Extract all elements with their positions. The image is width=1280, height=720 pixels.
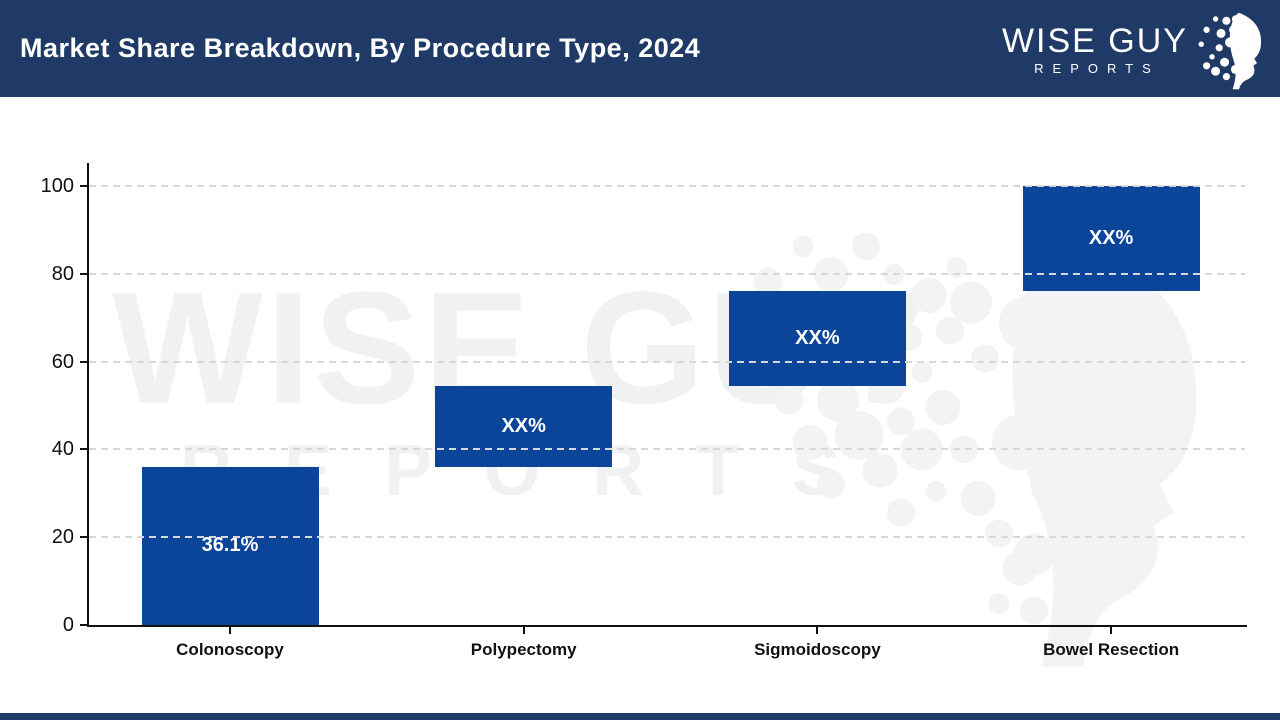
gridline-100 — [89, 185, 1245, 187]
x-tick-mark — [522, 627, 525, 634]
x-tick-mark — [1110, 627, 1113, 634]
footer-bar — [0, 713, 1280, 720]
brand-face-icon — [1198, 12, 1262, 89]
brand-name: WISE GUY — [1001, 21, 1188, 60]
x-category-label: Bowel Resection — [1043, 640, 1180, 659]
y-tick-mark — [80, 536, 87, 539]
x-axis-line — [87, 625, 1247, 627]
x-category-label: Polypectomy — [470, 640, 577, 659]
brand-logo-text: WISE GUY REPORTS — [1001, 21, 1188, 77]
x-tick-mark — [229, 627, 231, 634]
x-category-label: Colonoscopy — [176, 640, 284, 659]
brand-subname: REPORTS — [1034, 61, 1160, 77]
bar-value-label: 36.1% — [201, 534, 259, 557]
bar-value-label: XX% — [795, 327, 840, 350]
x-tick-mark — [816, 627, 819, 634]
y-tick-mark — [80, 448, 87, 451]
y-tick-label: 60 — [51, 350, 74, 373]
y-tick-label: 100 — [40, 175, 74, 197]
y-tick-label: 20 — [51, 526, 74, 549]
y-tick-mark — [80, 272, 87, 275]
y-tick-label: 40 — [51, 438, 74, 461]
gridline-60 — [89, 360, 1245, 363]
bar-value-label: XX% — [1088, 227, 1134, 250]
header-bar: Market Share Breakdown, By Procedure Typ… — [0, 0, 1280, 97]
gridline-80 — [89, 272, 1245, 275]
bar-sigmoidoscopy: XX% — [728, 291, 906, 386]
y-tick-label: 80 — [51, 262, 74, 285]
bar-colonoscopy: 36.1% — [141, 466, 319, 625]
y-tick-label: 0 — [62, 614, 74, 636]
y-tick-mark — [80, 624, 87, 626]
page-title: Market Share Breakdown, By Procedure Typ… — [20, 33, 701, 63]
gridline-40 — [89, 448, 1245, 451]
gridline-20 — [89, 536, 1245, 539]
x-category-label: Sigmoidoscopy — [754, 640, 881, 659]
y-tick-mark — [80, 360, 87, 363]
y-axis-line — [87, 163, 89, 627]
y-tick-mark — [80, 185, 87, 187]
bar-value-label: XX% — [501, 414, 546, 437]
bar-bowel-resection: XX% — [1022, 186, 1200, 292]
bar-polypectomy: XX% — [435, 385, 613, 467]
brand-logo: WISE GUY REPORTS — [1002, 8, 1266, 92]
